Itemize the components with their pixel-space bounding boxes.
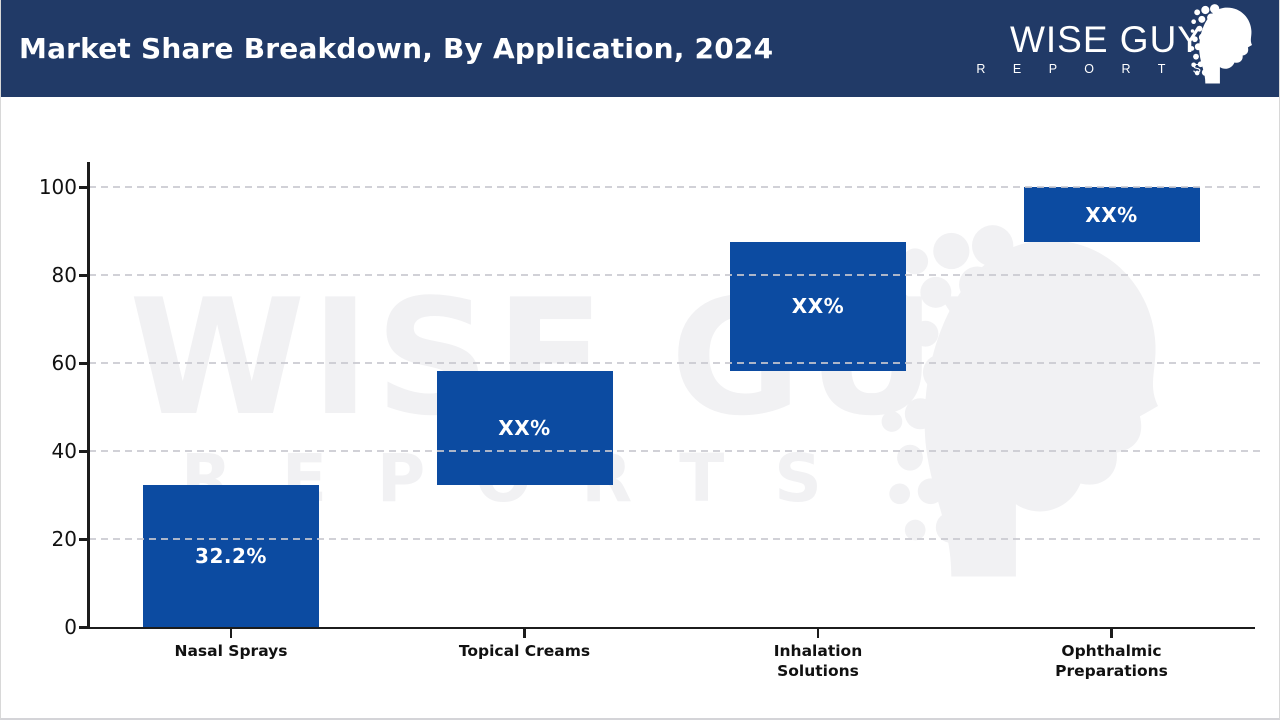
y-tick-mark (79, 274, 88, 277)
x-category-label: Nasal Sprays (174, 642, 288, 660)
gridline-40 (89, 450, 1265, 452)
y-tick-label: 0 (64, 615, 77, 639)
y-axis-spine (87, 162, 90, 629)
bar-value-label: XX% (791, 294, 845, 319)
x-tick-mark (1110, 629, 1113, 638)
bar-segment (143, 485, 319, 627)
x-category-label: Ophthalmic Preparations (1055, 642, 1168, 680)
y-tick-label: 60 (51, 351, 77, 375)
gridline-20 (89, 538, 1265, 540)
x-category-label: Topical Creams (458, 642, 591, 660)
x-category-label: Inhalation Solutions (773, 642, 863, 680)
brand-logo-text: WISE GUY R E P O R T S (976, 19, 1203, 77)
bar-value-label: XX% (498, 416, 551, 441)
bar-segment (730, 242, 906, 371)
brand-sub: R E P O R T S (976, 62, 1213, 76)
gridline-60 (89, 362, 1265, 364)
gridline-80 (89, 274, 1265, 276)
brand-name: WISE GUY (1009, 19, 1203, 60)
head-silhouette-icon (1189, 3, 1252, 83)
y-tick-mark (79, 538, 88, 541)
bar-value-label: XX% (1085, 202, 1138, 227)
y-tick-label: 40 (51, 439, 77, 463)
x-axis-spine (87, 626, 1255, 629)
page-title: Market Share Breakdown, By Application, … (19, 32, 774, 65)
gridline-100 (89, 186, 1265, 188)
x-tick-mark (229, 629, 233, 638)
brand-head-icon (1189, 3, 1259, 90)
bar-segment (436, 370, 613, 486)
y-tick-label: 100 (38, 175, 77, 199)
y-tick-label: 20 (51, 527, 77, 551)
bar-segment (1023, 187, 1200, 242)
y-tick-mark (79, 362, 88, 365)
y-tick-mark (79, 450, 88, 453)
y-tick-label: 80 (51, 263, 77, 287)
x-tick-mark (523, 629, 526, 638)
header-bar: Market Share Breakdown, By Application, … (1, 0, 1279, 97)
x-tick-mark (816, 629, 820, 638)
y-tick-mark (79, 626, 88, 629)
y-tick-mark (79, 186, 88, 189)
bar-value-label: 32.2% (195, 544, 267, 569)
brand-logo: WISE GUY R E P O R T S (976, 3, 1259, 90)
